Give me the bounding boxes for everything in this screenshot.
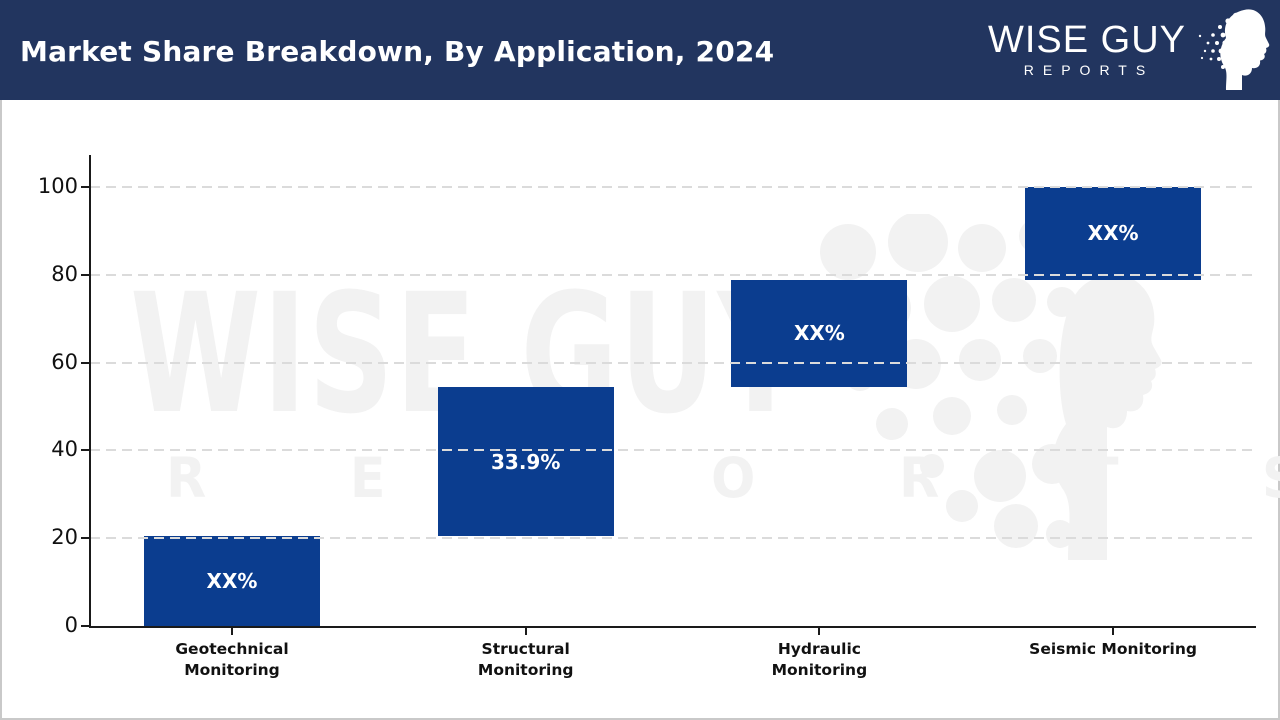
y-tick-label-0: 0	[64, 613, 78, 637]
y-tick-20	[81, 537, 89, 540]
x-category-label-1: Structural Monitoring	[477, 640, 574, 679]
x-tick-0	[231, 627, 233, 635]
x-tick-3	[1112, 627, 1115, 635]
y-tick-label-80: 80	[51, 261, 78, 286]
y-tick-100	[81, 186, 89, 188]
header-bar: Market Share Breakdown, By Application, …	[0, 0, 1280, 100]
x-axis-spine	[89, 626, 1256, 628]
x-tick-1	[524, 627, 527, 635]
y-tick-label-20: 20	[51, 525, 78, 550]
bar-2	[731, 279, 908, 388]
y-tick-60	[81, 361, 89, 364]
bar-label-1: 33.9%	[490, 449, 561, 474]
bar-1	[437, 387, 614, 536]
x-tick-2	[818, 627, 821, 635]
bar-label-0: XX%	[206, 569, 258, 593]
bar-label-3: XX%	[1087, 221, 1139, 246]
y-gridline-100	[90, 186, 1256, 188]
y-tick-0	[81, 625, 89, 627]
y-axis-spine	[89, 155, 91, 628]
logo-reports-label: REPORTS	[1023, 62, 1155, 78]
x-category-label-0: Geotechnical Monitoring	[175, 640, 289, 679]
y-gridline-20	[90, 537, 1256, 540]
bar-0	[144, 536, 320, 626]
wiseguy-head-icon	[1198, 9, 1270, 90]
logo-wiseguy-label: WISE GUY	[987, 19, 1186, 61]
logo-text: WISE GUY REPORTS	[988, 20, 1186, 78]
x-category-label-3: Seismic Monitoring	[1029, 640, 1198, 658]
bar-3	[1025, 187, 1202, 280]
y-gridline-40	[90, 449, 1256, 452]
y-tick-label-60: 60	[51, 349, 78, 374]
y-tick-80	[81, 273, 89, 276]
page-title: Market Share Breakdown, By Application, …	[20, 35, 775, 68]
y-gridline-80	[90, 273, 1256, 276]
x-category-label-2: Hydraulic Monitoring	[771, 640, 868, 679]
wiseguy-logo: WISE GUY REPORTS	[988, 6, 1272, 92]
y-tick-label-100: 100	[37, 174, 78, 198]
y-tick-label-40: 40	[51, 437, 78, 462]
y-gridline-60	[90, 361, 1256, 364]
bar-label-2: XX%	[793, 321, 845, 346]
y-tick-40	[81, 449, 89, 452]
